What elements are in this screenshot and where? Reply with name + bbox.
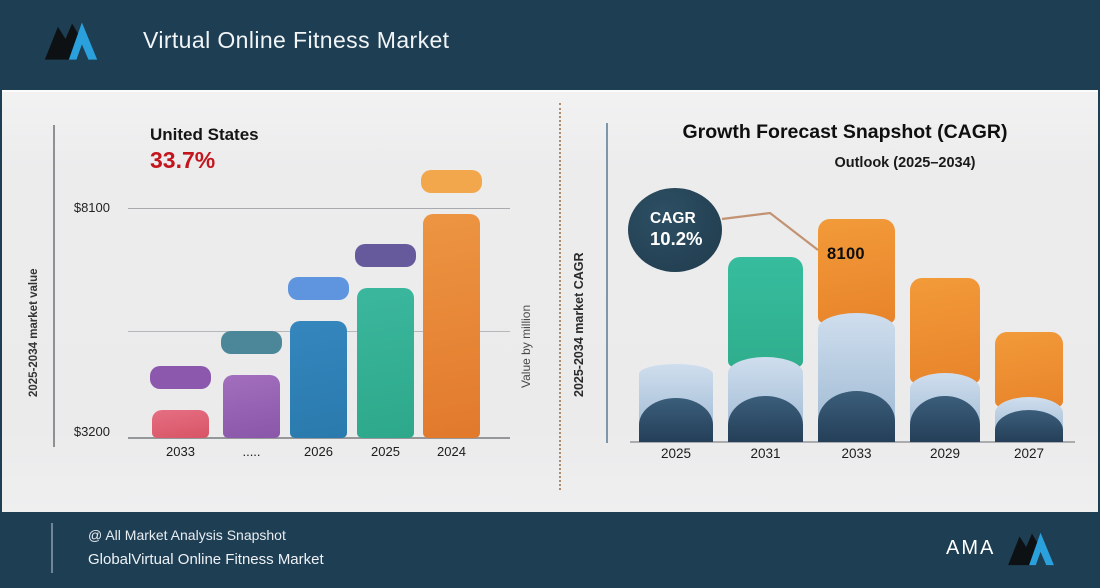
bar-2031-segment-teal	[728, 256, 803, 367]
right-x-label-2029: 2029	[929, 446, 961, 461]
bar-value-annotation: 8100	[827, 245, 865, 263]
footer-divider-line	[51, 523, 53, 573]
bar-cap-2033	[150, 365, 211, 389]
bar-cap-2026	[288, 277, 349, 301]
left-y-tick-8100: $8100	[73, 200, 110, 215]
bar-2033-segment-navy	[818, 391, 895, 442]
right-chart-title: Growth Forecast Snapshot (CAGR)	[682, 121, 1008, 143]
bar-cap-2024	[421, 169, 482, 193]
left-y-axis-line	[53, 125, 55, 447]
right-x-label-2031: 2031	[750, 446, 781, 461]
bar-cap-.....	[221, 330, 282, 354]
left-x-axis-line	[128, 437, 510, 439]
footer-report-title: GlobalVirtual Online Fitness Market	[88, 551, 324, 568]
left-x-label-2026: 2026	[304, 444, 333, 459]
left-x-label-2033: 2033	[166, 444, 195, 459]
right-y-axis-line	[606, 123, 608, 443]
footer-brand-text: AMA	[946, 537, 996, 559]
right-x-label-2025: 2025	[660, 446, 692, 461]
right-x-label-2027: 2027	[1013, 446, 1045, 461]
bar-2024	[423, 213, 480, 438]
bar-2025	[357, 288, 414, 438]
left-gridline-upper	[128, 208, 510, 209]
bar-2026	[290, 321, 347, 438]
right-chart-subtitle: Outlook (2025–2034)	[834, 155, 976, 171]
cagr-badge-label: CAGR	[650, 209, 696, 227]
cagr-badge: CAGR 10.2%	[628, 188, 722, 272]
footer-snapshot-text: @ All Market Analysis Snapshot	[88, 527, 286, 543]
cagr-connector-line	[721, 211, 819, 251]
bar-.....	[223, 374, 280, 438]
bar-cap-2025	[355, 244, 416, 268]
bar-2027-segment-orange	[995, 332, 1063, 408]
footer-ama-logo-icon	[1008, 532, 1054, 566]
left-y-tick-3200: $3200	[73, 424, 110, 439]
cagr-badge-value: 10.2%	[650, 228, 703, 250]
footer: @ All Market Analysis Snapshot GlobalVir…	[0, 512, 1100, 588]
bar-2027-segment-navy	[995, 410, 1063, 442]
left-x-label-2025: 2025	[371, 444, 400, 459]
left-chart-highlight-value: 33.7%	[150, 147, 216, 173]
bar-2033-segment-orange	[818, 219, 895, 323]
right-x-axis-line	[630, 441, 1075, 443]
bar-2025-segment-navy	[639, 397, 713, 442]
left-x-label-.....: .....	[242, 444, 261, 459]
dashed-divider	[559, 103, 561, 490]
left-x-label-2024: 2024	[437, 444, 466, 459]
left-chart-region-label: United States	[150, 125, 259, 144]
bar-2029-segment-orange	[910, 277, 980, 383]
right-x-label-2033: 2033	[841, 446, 872, 461]
ama-logo-icon	[44, 22, 98, 60]
bar-2031-segment-navy	[728, 396, 803, 442]
bar-2029-segment-navy	[910, 396, 980, 442]
bar-2033	[152, 409, 209, 438]
page-title: Virtual Online Fitness Market	[143, 27, 450, 53]
